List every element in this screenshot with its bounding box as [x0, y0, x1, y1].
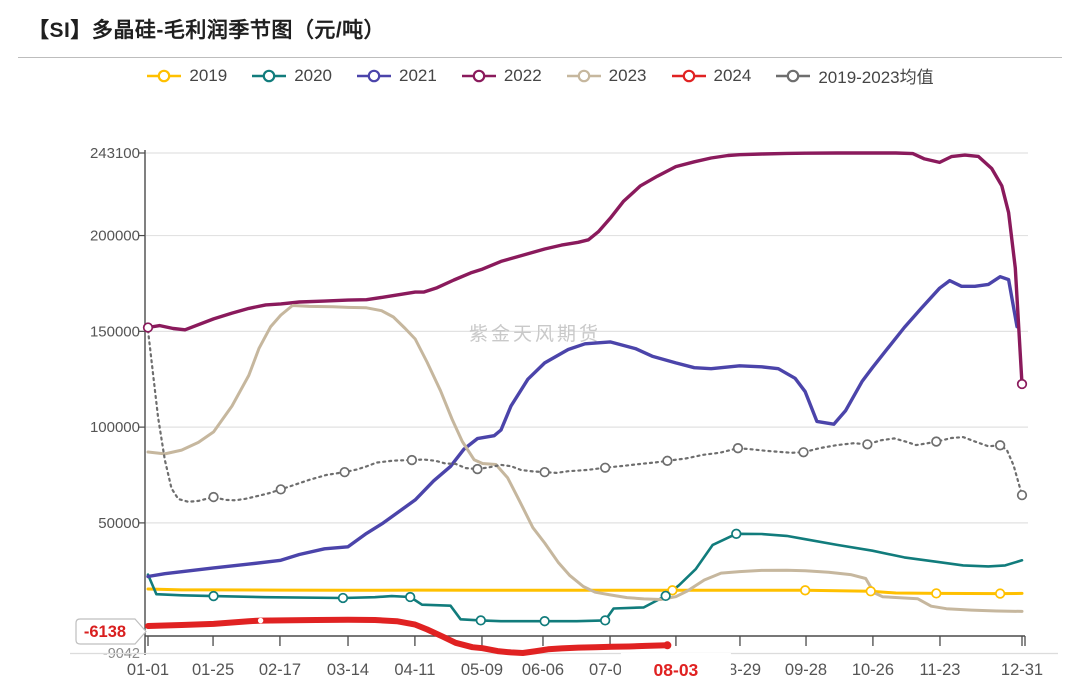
- legend-symbol-icon: [671, 69, 706, 82]
- page-title: 【SI】多晶硅-毛利润季节图（元/吨）: [28, 19, 386, 42]
- x-tick-label-02-17: 02-17: [259, 661, 301, 679]
- legend-item-2022[interactable]: 2022: [461, 66, 542, 86]
- series-marker-2019-2023均值: [600, 462, 611, 473]
- series-marker-2019-2023均值: [662, 455, 673, 466]
- series-line-2023: [146, 304, 1024, 613]
- plot-area[interactable]: [148, 153, 1022, 636]
- series-marker-2022: [142, 322, 154, 333]
- title-divider: [18, 57, 1062, 58]
- x-tick-label-04-11: 04-11: [394, 661, 435, 679]
- series-line-2020: [146, 532, 1024, 623]
- series-marker-2019-2023均值: [539, 466, 550, 478]
- series-marker-2020: [475, 615, 486, 626]
- series-marker-2019: [931, 588, 942, 599]
- y-tick-label: 100000: [90, 419, 140, 436]
- y-tick-label: 50000: [98, 515, 140, 532]
- series-marker-2020: [208, 590, 219, 602]
- legend-item-2020[interactable]: 2020: [251, 66, 332, 86]
- x-tick-label-06-06: 06-06: [522, 661, 564, 679]
- series-marker-2019: [800, 585, 811, 596]
- legend-symbol-icon: [357, 69, 392, 82]
- legend-item-2024[interactable]: 2024: [671, 65, 752, 86]
- series-marker-2020: [600, 615, 611, 626]
- legend-symbol-icon: [461, 69, 496, 82]
- current-value-callout: [75, 618, 147, 645]
- series-endpoint-2024: [663, 641, 672, 650]
- watermark: 紫金天风期货: [469, 323, 601, 345]
- y-tick-label: 150000: [90, 323, 140, 340]
- legend-label: 2019: [189, 65, 228, 85]
- series-marker-2020: [539, 616, 550, 627]
- y-tick-label: 243100: [90, 145, 140, 162]
- series-marker-2019-2023均值: [208, 491, 219, 503]
- legend-symbol-icon: [147, 69, 182, 82]
- current-date-label: 08-03: [654, 660, 699, 680]
- series-marker-2020: [660, 590, 671, 602]
- chart-legend: 2019 2020 2021 2022 2023 2024 2019-2023均值: [0, 63, 1080, 88]
- series-marker-2020: [337, 592, 349, 604]
- x-tick-label-01-25: 01-25: [192, 661, 234, 679]
- series-marker-2024: [257, 617, 264, 624]
- legend-label: 2019-2023均值: [818, 68, 934, 87]
- series-line-2021: [146, 275, 1019, 579]
- legend-item-2019[interactable]: 2019: [146, 66, 227, 86]
- legend-item-2019-2023均值[interactable]: 2019-2023均值: [775, 63, 934, 88]
- legend-symbol-icon: [776, 69, 811, 82]
- series-marker-2020: [731, 528, 742, 539]
- series-line-2019: [146, 587, 1024, 596]
- series-marker-2019-2023均值: [862, 439, 873, 450]
- x-tick-label-09-28: 09-28: [785, 661, 827, 679]
- legend-label: 2024: [713, 65, 752, 85]
- current-date-label-mask: [620, 653, 731, 683]
- series-marker-2019: [995, 588, 1006, 599]
- series-marker-2019-2023均值: [1016, 489, 1028, 501]
- legend-item-2023[interactable]: 2023: [566, 66, 647, 86]
- series-marker-2019-2023均值: [732, 443, 744, 454]
- series-marker-2019: [865, 586, 876, 597]
- y-tick-label: 200000: [90, 228, 140, 245]
- legend-label: 2022: [503, 65, 542, 85]
- x-tick-label-01-01: 01-01: [127, 661, 169, 679]
- series-marker-2019-2023均值: [406, 454, 418, 466]
- series-marker-2019: [667, 585, 678, 596]
- series-marker-2019-2023均值: [339, 466, 350, 478]
- series-marker-2020: [405, 591, 416, 603]
- x-tick-label-05-09: 05-09: [461, 661, 503, 679]
- series-line-2024: [145, 616, 671, 656]
- series-marker-2019-2023均值: [798, 447, 809, 458]
- legend-label: 2020: [294, 65, 333, 85]
- x-tick-label-03-14: 03-14: [327, 661, 369, 679]
- current-value-label: -6138: [84, 623, 126, 641]
- series-marker-2019-2023均值: [472, 463, 483, 475]
- x-tick-label-10-26: 10-26: [852, 661, 894, 679]
- series-marker-2019-2023均值: [275, 484, 286, 495]
- legend-label: 2023: [608, 65, 647, 85]
- legend-symbol-icon: [252, 69, 287, 82]
- series-marker-2022: [1016, 378, 1028, 390]
- x-tick-label-07-04: 07-04: [589, 661, 631, 679]
- series-marker-2019-2023均值: [995, 440, 1006, 451]
- x-tick-label-11-23: 11-23: [919, 661, 960, 679]
- series-line-2022: [146, 151, 1024, 386]
- legend-item-2021[interactable]: 2021: [356, 66, 437, 86]
- legend-symbol-icon: [566, 69, 601, 82]
- x-tick-label-12-31: 12-31: [1001, 661, 1043, 679]
- legend-label: 2021: [399, 65, 437, 85]
- series-marker-2019-2023均值: [931, 436, 942, 447]
